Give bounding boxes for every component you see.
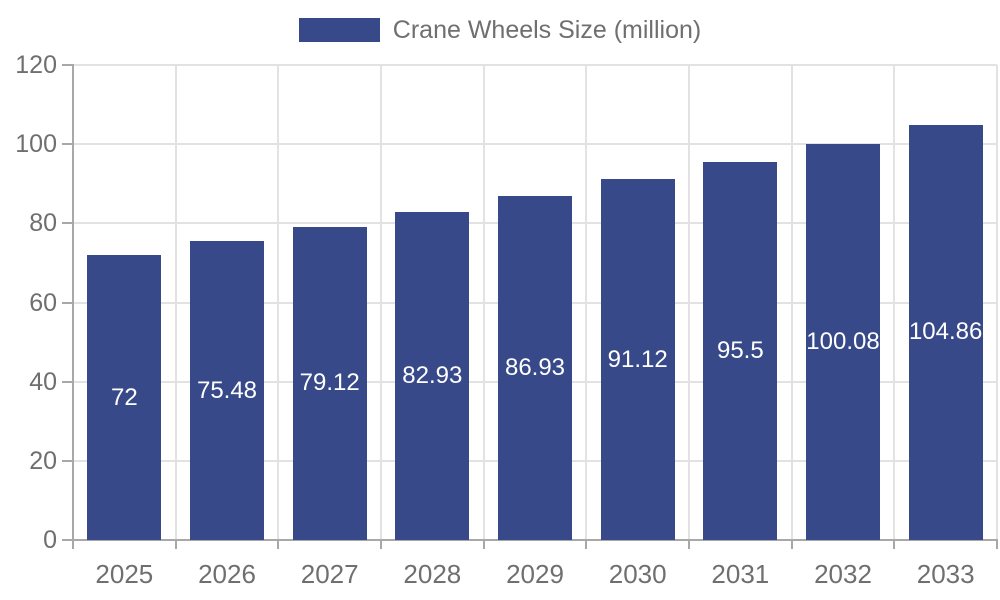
- x-tick-label: 2026: [198, 559, 256, 589]
- y-tick: [62, 143, 72, 146]
- x-tick: [380, 540, 382, 549]
- bar: [292, 226, 367, 540]
- bar-value-label: 82.93: [402, 361, 463, 389]
- bar-value-label: 95.5: [716, 336, 764, 364]
- x-tick-label: 2032: [814, 559, 872, 589]
- v-gridline: [585, 65, 588, 540]
- y-tick: [62, 539, 72, 541]
- bar: [600, 179, 675, 540]
- h-gridline: [73, 143, 997, 146]
- bar: [395, 211, 470, 540]
- x-tick: [585, 540, 588, 549]
- bar-value-label: 79.12: [299, 369, 360, 397]
- v-gridline: [174, 65, 177, 540]
- y-tick: [62, 380, 72, 383]
- x-tick-label: 2030: [608, 559, 667, 589]
- v-gridline: [482, 65, 485, 540]
- y-tick-label: 40: [29, 367, 57, 396]
- x-tick: [482, 540, 485, 549]
- y-tick: [62, 64, 72, 66]
- x-tick: [893, 540, 896, 549]
- y-tick-label: 80: [29, 209, 57, 238]
- y-tick-label: 100: [15, 130, 57, 159]
- x-tick-label: 2025: [95, 559, 154, 589]
- bar: [498, 195, 572, 540]
- v-gridline: [996, 65, 998, 540]
- y-tick: [62, 222, 72, 225]
- bar: [190, 241, 264, 540]
- bar: [703, 161, 778, 540]
- y-tick-label: 20: [29, 446, 57, 475]
- x-tick: [688, 540, 690, 549]
- y-tick: [62, 459, 72, 462]
- v-gridline: [380, 65, 382, 540]
- legend-swatch: [298, 18, 380, 42]
- y-tick: [62, 301, 72, 304]
- x-tick-label: 2028: [403, 559, 462, 589]
- bar: [908, 124, 983, 540]
- x-tick-label: 2031: [711, 559, 770, 589]
- x-tick: [72, 540, 74, 549]
- bar: [806, 143, 880, 540]
- bar: [87, 255, 162, 540]
- x-tick: [174, 540, 177, 549]
- bar-value-label: 75.48: [196, 376, 258, 404]
- legend[interactable]: Crane Wheels Size (million): [0, 16, 1000, 44]
- v-gridline: [277, 65, 280, 540]
- x-tick-label: 2033: [916, 559, 975, 589]
- bar-value-label: 104.86: [908, 318, 983, 346]
- y-axis-line: [72, 64, 74, 541]
- bar-value-label: 72: [110, 383, 138, 411]
- x-tick: [277, 540, 280, 549]
- y-tick-label: 120: [15, 51, 57, 79]
- x-tick: [790, 540, 793, 549]
- x-tick: [996, 540, 998, 549]
- bar-value-label: 86.93: [504, 353, 566, 381]
- v-gridline: [790, 65, 793, 540]
- y-tick-label: 60: [29, 288, 57, 317]
- y-tick-label: 0: [43, 526, 57, 554]
- x-tick-label: 2029: [506, 559, 564, 589]
- x-axis-line: [72, 539, 998, 541]
- legend-label: Crane Wheels Size (million): [392, 16, 702, 44]
- x-tick-label: 2027: [300, 559, 359, 589]
- v-gridline: [893, 65, 896, 540]
- h-gridline: [73, 64, 997, 66]
- bar-value-label: 100.08: [806, 327, 880, 355]
- bar-value-label: 91.12: [607, 345, 668, 373]
- v-gridline: [688, 65, 690, 540]
